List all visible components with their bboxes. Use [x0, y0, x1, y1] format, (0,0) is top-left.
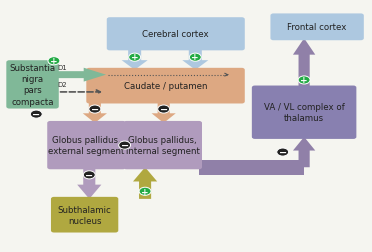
Polygon shape [293, 39, 315, 88]
Text: −: − [85, 170, 93, 180]
Text: Substantia
nigra
pars
compacta: Substantia nigra pars compacta [10, 64, 55, 106]
Text: −: − [32, 109, 40, 119]
Text: VA / VL complex of
thalamus: VA / VL complex of thalamus [264, 103, 344, 123]
Circle shape [119, 142, 131, 150]
Circle shape [277, 148, 289, 156]
Circle shape [129, 54, 141, 62]
Polygon shape [122, 49, 148, 71]
Text: Globus pallidus,
internal segment: Globus pallidus, internal segment [126, 136, 200, 155]
Polygon shape [133, 168, 157, 199]
Text: −: − [91, 104, 99, 114]
Polygon shape [77, 168, 101, 199]
Circle shape [139, 187, 151, 196]
Text: D2: D2 [57, 82, 67, 88]
Circle shape [83, 171, 95, 179]
Circle shape [89, 106, 101, 114]
FancyBboxPatch shape [252, 86, 356, 139]
Polygon shape [182, 49, 208, 71]
Text: Globus pallidus,
external segment: Globus pallidus, external segment [48, 136, 125, 155]
FancyBboxPatch shape [51, 197, 118, 233]
Circle shape [158, 106, 170, 114]
Polygon shape [152, 102, 176, 123]
FancyBboxPatch shape [6, 61, 59, 109]
Text: +: + [131, 53, 138, 62]
Text: Cerebral cortex: Cerebral cortex [142, 30, 209, 39]
Polygon shape [293, 137, 315, 168]
Text: D1: D1 [57, 65, 67, 71]
Text: −: − [121, 140, 129, 150]
Circle shape [189, 54, 201, 62]
Polygon shape [199, 160, 304, 175]
Circle shape [31, 111, 42, 119]
Text: −: − [279, 147, 287, 157]
Polygon shape [56, 69, 106, 82]
FancyBboxPatch shape [124, 121, 202, 170]
Text: Caudate / putamen: Caudate / putamen [124, 82, 207, 91]
Text: −: − [160, 104, 168, 114]
Text: Subthalamic
nucleus: Subthalamic nucleus [58, 205, 112, 225]
Text: +: + [141, 187, 149, 196]
FancyBboxPatch shape [86, 69, 245, 104]
Text: +: + [50, 57, 58, 66]
Polygon shape [83, 102, 107, 123]
Text: +: + [300, 76, 308, 85]
Circle shape [48, 57, 60, 66]
Text: +: + [192, 53, 199, 62]
Polygon shape [123, 137, 126, 154]
Circle shape [298, 77, 310, 85]
FancyBboxPatch shape [107, 18, 245, 51]
Text: Frontal cortex: Frontal cortex [288, 23, 347, 32]
FancyBboxPatch shape [270, 14, 364, 41]
FancyBboxPatch shape [47, 121, 126, 170]
